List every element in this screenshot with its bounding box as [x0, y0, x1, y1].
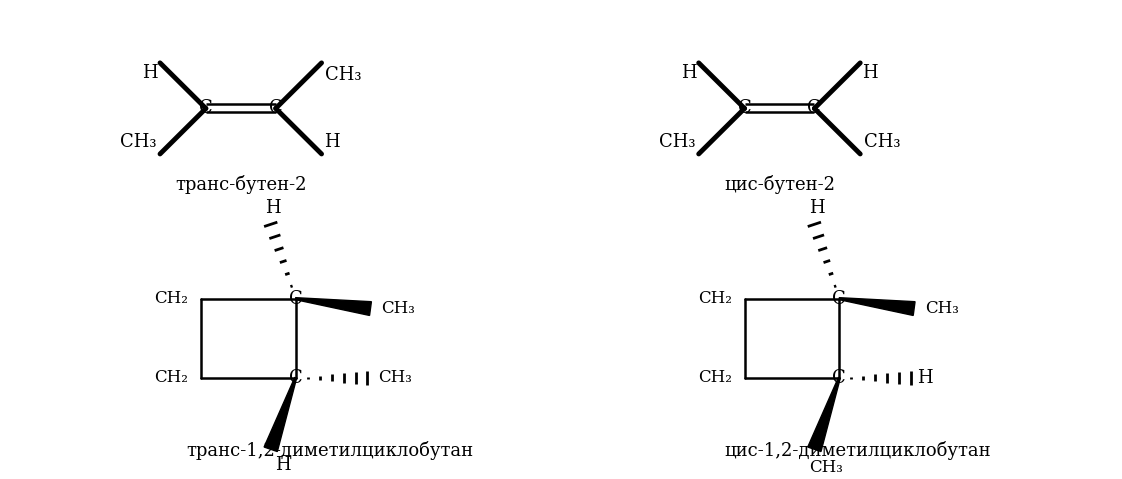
Text: CH₂: CH₂ — [698, 290, 732, 307]
Polygon shape — [264, 377, 296, 452]
Text: H: H — [918, 369, 932, 387]
Text: цис-1,2-диметилциклобутан: цис-1,2-диметилциклобутан — [725, 441, 991, 460]
Text: H: H — [324, 133, 339, 151]
Text: H: H — [809, 199, 825, 217]
Text: CH₂: CH₂ — [698, 369, 732, 387]
Text: H: H — [863, 64, 879, 82]
Text: CH₃: CH₃ — [809, 458, 844, 476]
Text: H: H — [142, 64, 158, 82]
Text: CH₂: CH₂ — [154, 290, 187, 307]
Text: CH₃: CH₃ — [864, 133, 901, 151]
Text: CH₃: CH₃ — [381, 300, 415, 317]
Polygon shape — [295, 297, 371, 316]
Text: CH₃: CH₃ — [325, 66, 361, 84]
Text: C: C — [288, 369, 303, 387]
Text: C: C — [737, 100, 752, 117]
Text: транс-бутен-2: транс-бутен-2 — [175, 175, 306, 194]
Text: CH₃: CH₃ — [926, 300, 959, 317]
Text: H: H — [265, 199, 280, 217]
Text: цис-бутен-2: цис-бутен-2 — [724, 175, 835, 194]
Text: транс-1,2-диметилциклобутан: транс-1,2-диметилциклобутан — [186, 441, 473, 460]
Text: CH₃: CH₃ — [378, 369, 413, 387]
Text: H: H — [275, 456, 291, 474]
Text: H: H — [681, 64, 697, 82]
Text: C: C — [833, 369, 846, 387]
Polygon shape — [839, 297, 916, 316]
Text: C: C — [199, 100, 213, 117]
Text: CH₃: CH₃ — [120, 133, 156, 151]
Text: CH₂: CH₂ — [154, 369, 187, 387]
Text: CH₃: CH₃ — [659, 133, 695, 151]
Text: C: C — [269, 100, 283, 117]
Polygon shape — [808, 377, 840, 452]
Text: C: C — [833, 290, 846, 308]
Text: C: C — [808, 100, 821, 117]
Text: C: C — [288, 290, 303, 308]
